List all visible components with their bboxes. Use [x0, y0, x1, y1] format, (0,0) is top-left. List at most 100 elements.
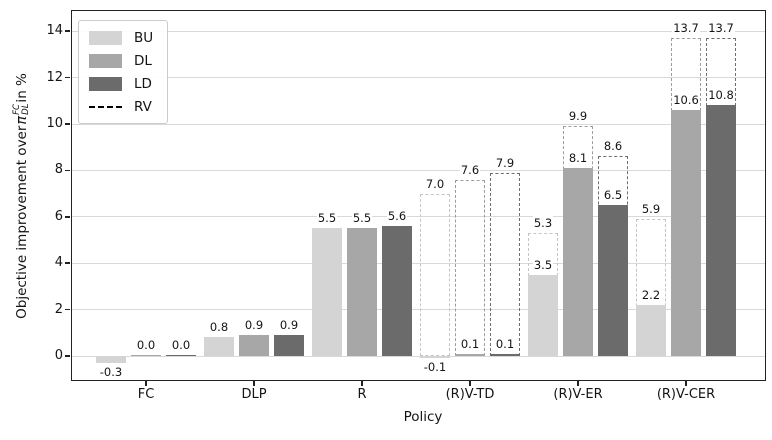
y-tick-0 [65, 355, 70, 357]
y-tick-6 [65, 216, 70, 218]
y-axis-title: Objective improvement over π FC DL in % [12, 73, 31, 319]
y-tick-label-4: 4 [54, 255, 63, 271]
bar-value-label-text: 0.8 [208, 320, 230, 335]
bar-LD-(R)V-TD [490, 353, 520, 356]
y-tick-label-2: 2 [54, 301, 63, 317]
bar-LD-DLP [274, 335, 304, 356]
bar-DL-FC [131, 354, 161, 356]
rv-value-label: 9.9 [548, 109, 608, 124]
rv-value-label-text: 7.6 [459, 162, 481, 177]
legend-label-ld: LD [134, 75, 152, 92]
y-axis-title-text: Objective improvement over [14, 125, 30, 319]
gridline-y-0 [71, 355, 766, 357]
bar-value-label: 5.5 [332, 211, 392, 226]
bar-value-label-text: 8.1 [567, 151, 589, 166]
legend-patch-icon-bu [89, 30, 122, 45]
bar-value-label: 10.8 [691, 88, 751, 103]
bar-value-label-text: 0.0 [170, 337, 192, 352]
bar-BU-R [312, 228, 342, 356]
x-tick-label-5: (R)V-CER [656, 387, 716, 402]
gridline-y-2 [71, 309, 766, 311]
y-tick-14 [65, 30, 70, 32]
bar-value-label-text: 0.9 [278, 318, 300, 333]
x-tick-label-1: DLP [241, 387, 267, 402]
x-tick-label-3: (R)V-TD [445, 387, 495, 402]
bar-DL-R [347, 228, 377, 356]
legend-patch-icon-dl [89, 53, 122, 68]
rv-dashed-bar-RV (DL) [455, 179, 485, 356]
legend-item-ld: LD [89, 74, 153, 93]
y-tick-label-8: 8 [54, 162, 63, 178]
rv-value-label: 5.3 [513, 216, 573, 231]
bar-value-label: 0.0 [151, 337, 211, 352]
bar-value-label-text: 10.8 [707, 88, 735, 103]
rv-value-label-text: 7.0 [424, 176, 446, 191]
x-tick-0 [145, 381, 147, 386]
bar-LD-R [382, 226, 412, 356]
legend-label-dl: DL [134, 52, 152, 69]
bar-value-label-text: 3.5 [532, 257, 554, 272]
gridline-y-12 [71, 77, 766, 79]
rv-value-label-text: 5.9 [640, 202, 662, 217]
bar-BU-(R)V-ER [528, 274, 558, 356]
bar-value-label-text: 0.1 [494, 336, 516, 351]
rv-value-label-text: 5.3 [532, 216, 554, 231]
bar-BU-DLP [204, 337, 234, 356]
rv-value-label-text: 8.6 [602, 139, 624, 154]
rv-value-label: 7.9 [475, 155, 535, 170]
bar-DL-(R)V-CER [671, 110, 701, 356]
legend-item-bu: BU [89, 28, 153, 47]
bar-value-label: 0.0 [116, 337, 176, 352]
rv-value-label-text: 13.7 [707, 21, 735, 36]
bar-value-label-text: 2.2 [640, 287, 662, 302]
bar-value-label: 6.5 [583, 188, 643, 203]
pi-scripts: FC DL [12, 104, 31, 115]
bar-value-label: 10.6 [656, 93, 716, 108]
x-tick-4 [577, 381, 579, 386]
rv-value-label-text: 7.9 [494, 155, 516, 170]
y-tick-label-12: 12 [46, 69, 63, 85]
bar-value-label: 0.1 [475, 336, 535, 351]
rv-value-label: 5.9 [621, 202, 681, 217]
y-tick-10 [65, 123, 70, 125]
bar-value-label: 0.8 [189, 320, 249, 335]
bar-LD-(R)V-CER [706, 105, 736, 356]
bar-value-label: 2.2 [621, 287, 681, 302]
bar-BU-FC [96, 356, 126, 363]
bar-value-label: 5.5 [297, 211, 357, 226]
y-axis-title-suffix: in % [14, 73, 30, 103]
pi-symbol: π [14, 115, 30, 125]
plot-area: -0.3 0.0 0.0 0.8 0.9 0.9 5.5 5.5 5.6 7.0 -0.1 7.6 0.… [71, 10, 766, 381]
bar-value-label-text: 5.5 [351, 211, 373, 226]
bar-DL-(R)V-TD [455, 353, 485, 356]
bar-value-label-text: 0.9 [243, 318, 265, 333]
bar-BU-(R)V-CER [636, 304, 666, 356]
gridline-y-8 [71, 169, 766, 171]
bar-value-label: 8.1 [548, 151, 608, 166]
bar-LD-FC [166, 354, 196, 356]
x-tick-label-4: (R)V-ER [553, 387, 603, 402]
rv-value-label: 7.0 [405, 176, 465, 191]
bar-value-label: 0.9 [224, 318, 284, 333]
y-tick-label-6: 6 [54, 208, 63, 224]
x-tick-5 [685, 381, 687, 386]
rv-dashed-bar-RV (BU) [420, 193, 450, 356]
legend-patch-icon-ld [89, 76, 122, 91]
y-tick-label-10: 10 [46, 116, 63, 131]
bar-value-label-text: 0.0 [135, 337, 157, 352]
legend-label-rv: RV [134, 98, 152, 115]
gridline-y-6 [71, 216, 766, 218]
bar-value-label-text: 10.6 [672, 93, 700, 108]
bar-value-label: 5.6 [367, 209, 427, 224]
gridline-y-14 [71, 30, 766, 32]
x-tick-2 [361, 381, 363, 386]
bar-value-label-text: 5.5 [316, 211, 338, 226]
y-tick-4 [65, 262, 70, 264]
bar-value-label-text: 5.6 [386, 209, 408, 224]
x-tick-label-0: FC [137, 387, 155, 402]
bar-DL-(R)V-ER [563, 168, 593, 356]
bar-BU-(R)V-TD [420, 356, 450, 359]
bar-value-label: -0.3 [81, 364, 141, 379]
bar-value-label: 0.9 [259, 318, 319, 333]
